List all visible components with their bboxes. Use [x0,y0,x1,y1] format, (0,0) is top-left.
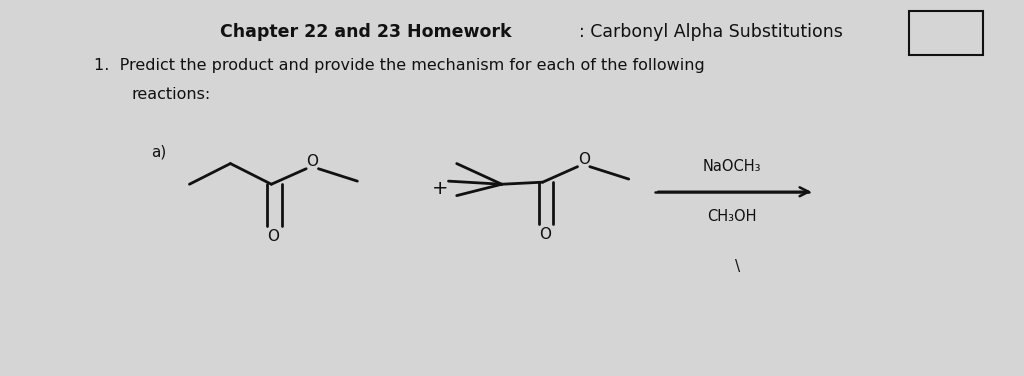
Text: O: O [578,152,590,167]
Text: : Carbonyl Alpha Substitutions: : Carbonyl Alpha Substitutions [579,23,843,41]
Text: CH₃OH: CH₃OH [708,209,757,224]
Text: 1.  Predict the product and provide the mechanism for each of the following: 1. Predict the product and provide the m… [94,58,705,73]
Text: reactions:: reactions: [131,87,210,102]
Text: O: O [306,155,318,170]
Text: Chapter 22 and 23 Homework: Chapter 22 and 23 Homework [220,23,512,41]
Text: \: \ [734,259,740,274]
Text: a): a) [152,145,167,160]
Text: O: O [267,229,280,244]
Text: +: + [432,179,449,197]
Text: O: O [539,227,551,242]
Text: NaOCH₃: NaOCH₃ [702,159,762,174]
